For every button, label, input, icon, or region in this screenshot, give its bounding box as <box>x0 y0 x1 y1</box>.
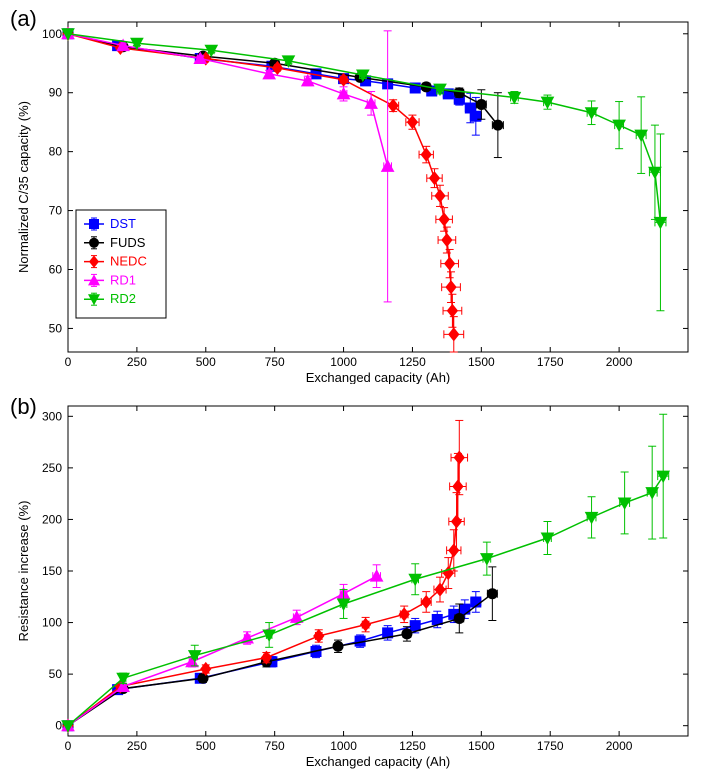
marker <box>452 515 462 528</box>
ylabel: Resistance increase (%) <box>16 501 31 642</box>
xtick-label: 750 <box>265 739 285 753</box>
legend-label: RD1 <box>110 272 136 287</box>
xlabel: Exchanged capacity (Ah) <box>306 370 451 384</box>
marker <box>435 190 445 203</box>
legend-label: DST <box>110 216 136 231</box>
marker <box>409 574 421 585</box>
legend-marker <box>89 219 99 229</box>
ytick-label: 100 <box>42 616 62 630</box>
marker <box>454 613 464 623</box>
xtick-label: 1000 <box>330 739 357 753</box>
chart-a: 0 250 500 750 1000 1250 1500 1750 2000 50 60 70 80 90… <box>0 0 712 384</box>
xtick-label: 750 <box>265 355 285 369</box>
series-line <box>68 34 660 223</box>
ytick-label: 80 <box>49 145 63 159</box>
xtick-label: 1250 <box>399 355 426 369</box>
ytick-label: 50 <box>49 321 63 335</box>
xtick-label: 500 <box>196 355 216 369</box>
ytick-label: 50 <box>49 667 63 681</box>
chart-b: 0 250 500 750 1000 1250 1500 1750 2000 0 50 100 150 2… <box>0 384 712 769</box>
marker <box>314 630 324 643</box>
ytick-label: 250 <box>42 461 62 475</box>
series-line <box>68 576 377 726</box>
marker <box>460 604 470 614</box>
marker <box>453 480 463 493</box>
marker <box>454 88 464 98</box>
ytick-label: 70 <box>49 204 63 218</box>
marker <box>407 116 417 129</box>
xtick-label: 1750 <box>537 355 564 369</box>
marker <box>445 257 455 270</box>
xtick-label: 1250 <box>399 739 426 753</box>
marker <box>487 589 497 599</box>
marker <box>447 305 457 318</box>
marker <box>446 281 456 294</box>
ytick-label: 60 <box>49 263 63 277</box>
marker <box>399 608 409 621</box>
marker <box>402 629 412 639</box>
marker <box>421 148 431 161</box>
marker <box>432 614 442 624</box>
ylabel: Normalized C/35 capacity (%) <box>16 101 31 273</box>
marker <box>435 583 445 596</box>
xlabel: Exchanged capacity (Ah) <box>306 754 451 769</box>
marker <box>361 618 371 631</box>
marker <box>449 328 459 341</box>
plot-border <box>68 406 688 736</box>
marker <box>338 88 350 99</box>
xtick-label: 1750 <box>537 739 564 753</box>
marker <box>429 172 439 185</box>
ytick-label: 90 <box>49 86 63 100</box>
ytick-label: 200 <box>42 512 62 526</box>
xtick-label: 250 <box>127 739 147 753</box>
marker <box>410 621 420 631</box>
xtick-label: 2000 <box>606 739 633 753</box>
xtick-label: 1500 <box>468 739 495 753</box>
marker <box>471 111 481 121</box>
ytick-label: 0 <box>55 719 62 733</box>
legend-label: FUDS <box>110 235 146 250</box>
xtick-label: 1000 <box>330 355 357 369</box>
marker <box>493 120 503 130</box>
xtick-label: 0 <box>65 739 72 753</box>
series-line <box>68 476 663 726</box>
ytick-label: 150 <box>42 564 62 578</box>
marker <box>476 100 486 110</box>
marker <box>439 213 449 226</box>
marker <box>442 234 452 247</box>
ytick-label: 100 <box>42 27 62 41</box>
marker <box>388 99 398 112</box>
ytick-label: 300 <box>42 409 62 423</box>
legend-label: NEDC <box>110 254 147 269</box>
xtick-label: 1500 <box>468 355 495 369</box>
marker <box>338 599 350 610</box>
xtick-label: 500 <box>196 739 216 753</box>
xtick-label: 0 <box>65 355 72 369</box>
marker <box>421 596 431 609</box>
marker <box>333 641 343 651</box>
legend-label: RD2 <box>110 291 136 306</box>
legend-marker <box>89 238 99 248</box>
marker <box>291 611 303 622</box>
xtick-label: 2000 <box>606 355 633 369</box>
xtick-label: 250 <box>127 355 147 369</box>
marker <box>449 544 459 557</box>
series-line <box>68 34 388 167</box>
